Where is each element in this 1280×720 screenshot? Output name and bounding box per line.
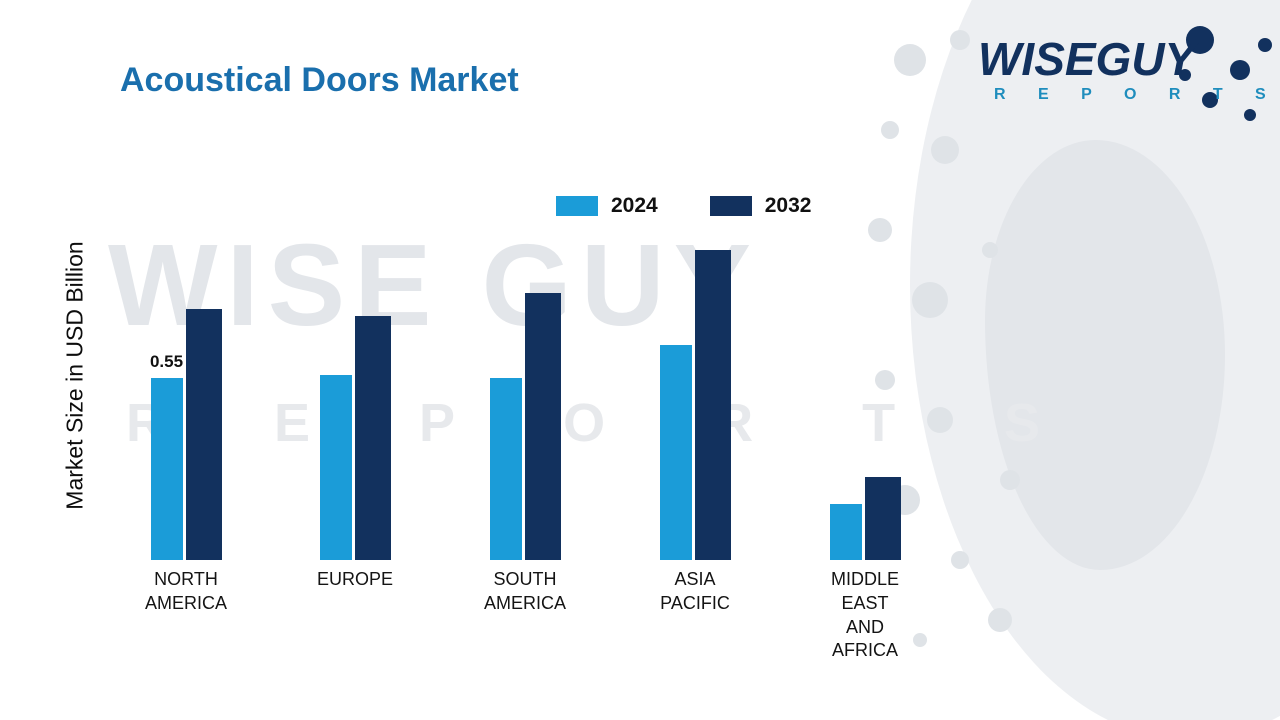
y-axis-label: Market Size in USD Billion bbox=[61, 241, 88, 510]
category-label: MIDDLE EAST AND AFRICA bbox=[830, 569, 899, 661]
logo-subtitle: R E P O R T S bbox=[994, 86, 1280, 103]
bar-2032-south-america bbox=[524, 293, 561, 560]
legend: 2024 2032 bbox=[556, 194, 811, 218]
head-silhouette-decoration bbox=[985, 140, 1225, 570]
legend-swatch-2032 bbox=[709, 196, 752, 216]
logo: WISEGUY R E P O R T S bbox=[978, 36, 1280, 104]
legend-label-2024: 2024 bbox=[611, 194, 658, 217]
bar-2024-south-america bbox=[489, 378, 522, 560]
bar-2032-europe bbox=[354, 316, 391, 560]
bar-value-label: 0.55 bbox=[149, 352, 184, 371]
category-label: EUROPE bbox=[316, 569, 394, 589]
legend-label-2032: 2032 bbox=[764, 194, 812, 217]
page-title: Acoustical Doors Market bbox=[120, 60, 519, 99]
bar-2032-north-america bbox=[185, 309, 222, 560]
bar-2024-north-america bbox=[150, 378, 183, 560]
category-label: SOUTH AMERICA bbox=[483, 569, 566, 613]
legend-item-2032: 2032 bbox=[709, 194, 812, 218]
bar-2032-asia-pacific bbox=[694, 250, 731, 560]
dot-pattern-decoration bbox=[868, 26, 1272, 647]
category-label: ASIA PACIFIC bbox=[660, 569, 730, 613]
bar-2024-europe bbox=[319, 375, 352, 560]
bar-2032-middle-east-and-africa bbox=[864, 477, 901, 560]
legend-swatch-2024 bbox=[556, 196, 598, 216]
bar-2024-middle-east-and-africa bbox=[829, 504, 862, 560]
watermark-reports: R E P O R T S bbox=[126, 393, 1088, 453]
logo-wordmark: WISEGUY bbox=[978, 33, 1196, 85]
bar-2024-asia-pacific bbox=[659, 345, 692, 560]
legend-item-2024: 2024 bbox=[556, 194, 658, 218]
category-label: NORTH AMERICA bbox=[144, 569, 227, 613]
